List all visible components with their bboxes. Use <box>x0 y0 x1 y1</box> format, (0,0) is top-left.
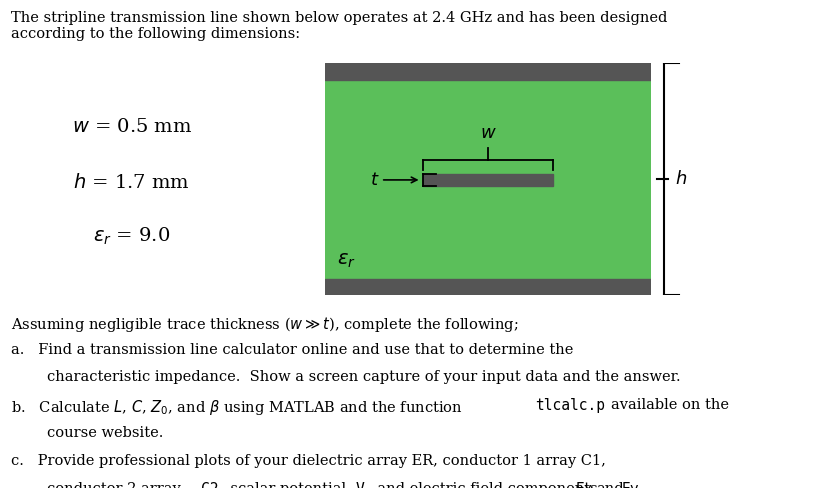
Text: $h$ = 1.7 mm: $h$ = 1.7 mm <box>73 174 190 192</box>
Text: $\varepsilon_r$: $\varepsilon_r$ <box>337 251 356 270</box>
Text: Ey: Ey <box>622 482 639 488</box>
Text: Assuming negligible trace thickness ($w \gg t$), complete the following;: Assuming negligible trace thickness ($w … <box>11 315 518 334</box>
Text: course website.: course website. <box>47 426 163 440</box>
Text: , scalar potential: , scalar potential <box>221 482 346 488</box>
Bar <box>325 80 651 279</box>
Bar <box>325 63 651 80</box>
Text: and: and <box>597 482 625 488</box>
Bar <box>424 174 554 186</box>
Text: The stripline transmission line shown below operates at 2.4 GHz and has been des: The stripline transmission line shown be… <box>11 11 667 41</box>
Text: $h$: $h$ <box>676 170 688 188</box>
Text: $\varepsilon_r$ = 9.0: $\varepsilon_r$ = 9.0 <box>93 226 171 247</box>
Text: available on the: available on the <box>611 398 729 412</box>
Text: conductor 2 array: conductor 2 array <box>47 482 180 488</box>
Text: c.   Provide professional plots of your dielectric array ER, conductor 1 array C: c. Provide professional plots of your di… <box>11 454 606 468</box>
Text: $w$: $w$ <box>480 124 497 142</box>
Text: $t$: $t$ <box>370 171 379 189</box>
Text: b.   Calculate $L$, $C$, $Z_0$, and $\beta$ using MATLAB and the function: b. Calculate $L$, $C$, $Z_0$, and $\beta… <box>11 398 462 417</box>
Text: V: V <box>356 482 365 488</box>
Text: characteristic impedance.  Show a screen capture of your input data and the answ: characteristic impedance. Show a screen … <box>47 370 681 385</box>
Bar <box>325 279 651 295</box>
Text: a.   Find a transmission line calculator online and use that to determine the: a. Find a transmission line calculator o… <box>11 343 573 357</box>
Text: Ex: Ex <box>576 482 593 488</box>
Text: , and electric field components: , and electric field components <box>368 482 597 488</box>
Text: $w$ = 0.5 mm: $w$ = 0.5 mm <box>72 118 192 136</box>
Text: tlcalc.p: tlcalc.p <box>535 398 605 413</box>
Text: C2: C2 <box>201 482 218 488</box>
Text: .: . <box>643 482 648 488</box>
